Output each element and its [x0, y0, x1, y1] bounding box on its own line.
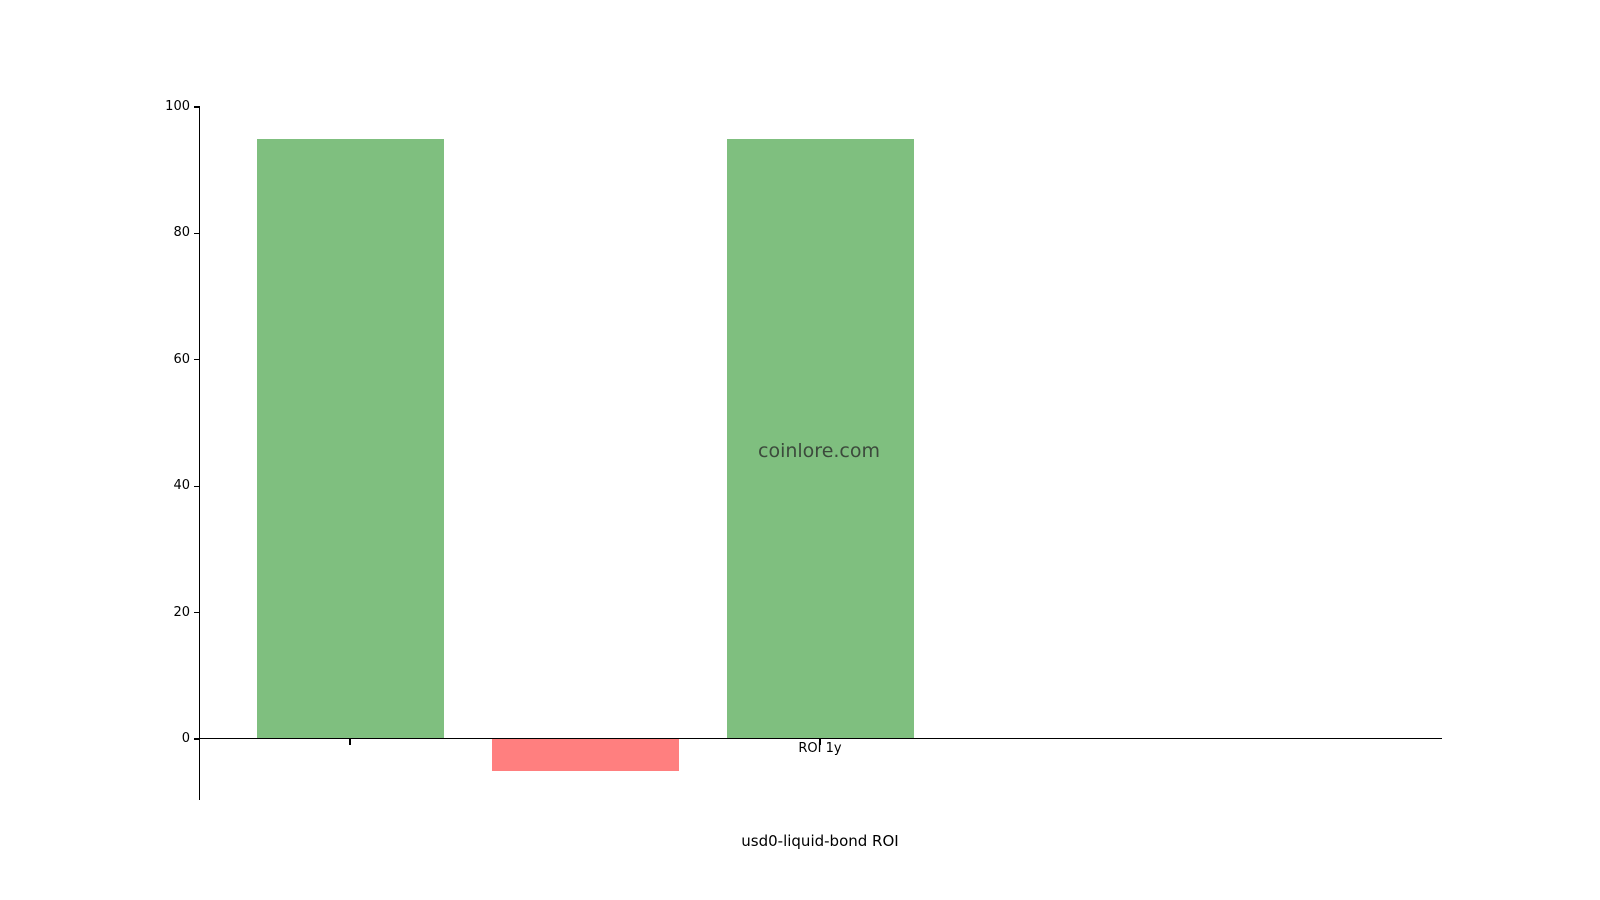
y-tick	[193, 738, 200, 740]
x-tick	[819, 739, 821, 745]
bar	[491, 739, 679, 771]
y-axis-spine	[198, 106, 200, 800]
y-tick-label: 60	[173, 351, 190, 367]
x-tick-label: ROI 1y	[798, 741, 842, 756]
y-tick-label: 40	[173, 478, 190, 494]
bar	[726, 138, 914, 739]
y-tick-label: 80	[173, 225, 190, 241]
bar	[256, 138, 444, 739]
y-tick	[193, 106, 200, 108]
y-tick-label: 0	[181, 731, 190, 746]
watermark-text: coinlore.com	[758, 440, 880, 462]
y-tick	[193, 359, 200, 361]
y-tick	[193, 232, 200, 235]
chart-xlabel: usd0-liquid-bond ROI	[741, 832, 899, 850]
y-tick	[193, 611, 200, 614]
x-tick	[349, 739, 351, 745]
x-axis-spine	[198, 737, 1442, 739]
y-tick	[193, 485, 200, 487]
y-tick-label: 20	[173, 604, 190, 620]
y-tick-label: 100	[165, 99, 190, 114]
